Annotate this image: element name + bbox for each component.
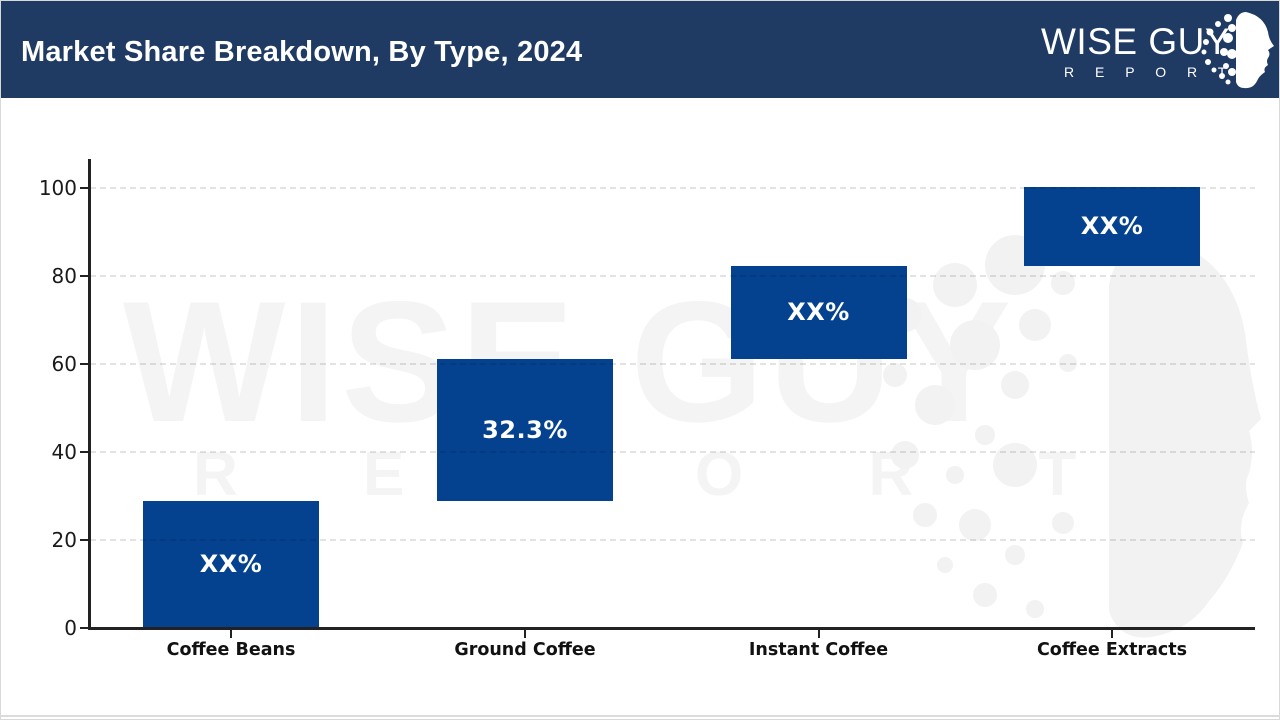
- x-tick-mark: [230, 630, 232, 638]
- logo-head-icon: [1201, 12, 1274, 89]
- y-tick-mark: [80, 451, 88, 453]
- bar-value-label: XX%: [199, 550, 263, 579]
- bottom-border: [1, 715, 1279, 717]
- bar-ground-coffee: 32.3%: [437, 358, 613, 501]
- y-tick-mark: [80, 539, 88, 541]
- bar-value-label: 32.3%: [482, 415, 568, 444]
- y-tick-label: 20: [51, 528, 77, 552]
- logo-wordmark: WISE GUY: [1041, 21, 1231, 62]
- x-tick-mark: [817, 630, 820, 638]
- gridline: [90, 187, 1255, 189]
- x-tick-mark: [524, 630, 526, 638]
- chart-title: Market Share Breakdown, By Type, 2024: [21, 36, 583, 68]
- y-tick-label: 40: [51, 440, 77, 464]
- gridline: [90, 451, 1255, 453]
- bar-value-label: XX%: [787, 298, 850, 327]
- y-tick-label: 60: [51, 352, 77, 376]
- x-tick-label: Coffee Beans: [166, 640, 296, 660]
- gridline: [90, 275, 1255, 277]
- logo-subtext: R E P O R T S: [1064, 64, 1265, 80]
- y-tick-mark: [80, 275, 88, 277]
- x-axis-line: [88, 627, 1255, 630]
- x-tick-label: Coffee Extracts: [1036, 640, 1188, 660]
- x-tick-mark: [1111, 630, 1113, 638]
- y-tick-mark: [80, 363, 88, 365]
- y-tick-label: 100: [38, 176, 77, 200]
- bar-coffee-beans: XX%: [143, 500, 319, 628]
- x-tick-label: Ground Coffee: [454, 640, 596, 660]
- y-tick-label: 0: [64, 616, 77, 640]
- watermark-text-reports: R E P O R T S: [193, 440, 1280, 509]
- y-tick-mark: [80, 187, 88, 189]
- y-tick-label: 80: [51, 264, 77, 288]
- y-axis-line: [88, 159, 91, 629]
- brand-logo: WISE GUY R E P O R T S: [1036, 1, 1279, 98]
- bar-value-label: XX%: [1080, 212, 1144, 241]
- header-banner: Market Share Breakdown, By Type, 2024 WI…: [1, 1, 1279, 98]
- gridline: [90, 539, 1255, 541]
- gridline: [90, 363, 1255, 365]
- bar-instant-coffee: XX%: [730, 265, 907, 359]
- y-tick-mark: [80, 627, 88, 629]
- x-tick-label: Instant Coffee: [748, 640, 889, 660]
- bar-coffee-extracts: XX%: [1024, 186, 1200, 266]
